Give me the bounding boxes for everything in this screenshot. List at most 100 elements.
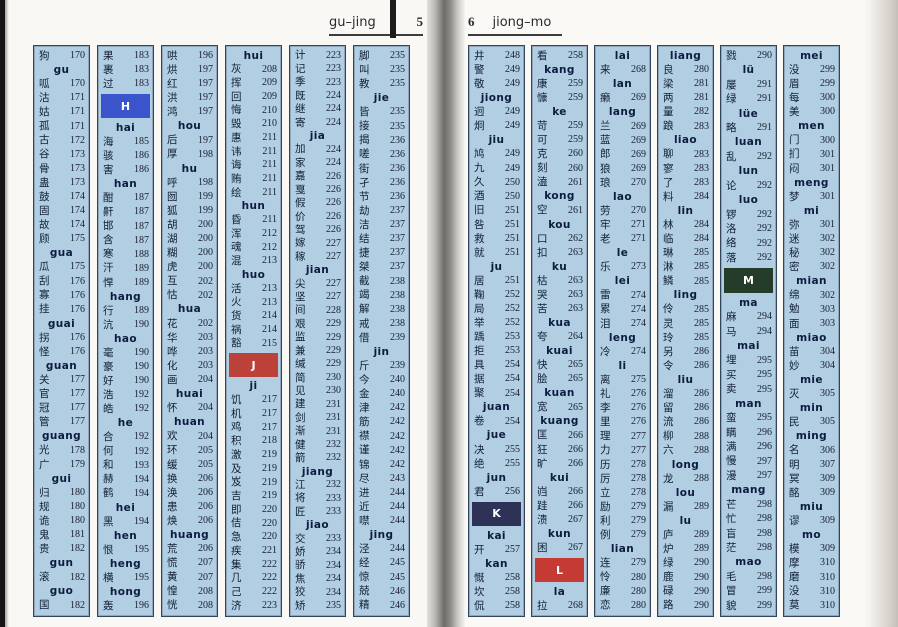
index-entry: 锣 292: [723, 208, 774, 222]
entry-page-number: 180: [70, 501, 85, 513]
entry-character: 管: [39, 416, 50, 429]
entry-character: 互: [167, 275, 178, 288]
entry-page-number: 290: [694, 571, 709, 583]
entry-page-number: 290: [694, 585, 709, 597]
entry-character: 稼: [295, 250, 306, 263]
entry-page-number: 259: [568, 92, 583, 104]
index-entry: 绿 290: [660, 556, 711, 570]
entry-page-number: 268: [631, 64, 646, 76]
pinyin-subheading: jiang: [301, 465, 334, 478]
entry-page-number: 176: [70, 331, 85, 343]
index-entry: 力 277: [597, 444, 648, 458]
pinyin-subheading: mao: [735, 556, 762, 569]
entry-character: 美: [789, 106, 800, 119]
index-entry: 叫 235: [356, 63, 407, 77]
entry-character: 侃: [474, 599, 485, 612]
index-entry: 欢 204: [164, 430, 215, 444]
entry-character: 将: [295, 492, 306, 505]
entry-page-number: 267: [568, 542, 583, 554]
entry-page-number: 298: [757, 542, 772, 554]
pinyin-subheading: mian: [796, 275, 827, 288]
entry-character: 踉: [663, 120, 674, 133]
entry-character: 慨: [474, 571, 485, 584]
entry-page-number: 198: [198, 176, 213, 188]
index-entry: 互 202: [164, 275, 215, 289]
entry-character: 廉: [600, 585, 611, 598]
entry-page-number: 269: [631, 120, 646, 132]
index-entry: 廉 280: [597, 585, 648, 599]
entry-character: 蓝: [600, 134, 611, 147]
index-entry: 梦 301: [786, 190, 837, 204]
index-entry: 秘 302: [786, 246, 837, 260]
entry-page-number: 276: [631, 388, 646, 400]
entry-character: 摩: [789, 557, 800, 570]
index-entry: 及 219: [228, 462, 279, 476]
entry-character: 鼾: [103, 206, 114, 219]
entry-page-number: 206: [198, 543, 213, 555]
index-entry: 加 224: [292, 143, 343, 156]
entry-page-number: 304: [820, 360, 835, 372]
index-entry: 良 280: [660, 63, 711, 77]
entry-page-number: 289: [694, 543, 709, 555]
entry-character: 泾: [359, 543, 370, 556]
entry-page-number: 290: [694, 557, 709, 569]
entry-character: 口: [537, 232, 548, 245]
entry-page-number: 209: [262, 77, 277, 89]
scan-right-edge-shadow: [864, 0, 898, 627]
entry-page-number: 182: [70, 599, 85, 611]
entry-character: 留: [663, 402, 674, 415]
entry-page-number: 237: [390, 261, 405, 273]
entry-character: 梁: [663, 77, 674, 90]
index-entry: 兰 269: [597, 119, 648, 133]
entry-page-number: 263: [568, 289, 583, 301]
entry-character: 讳: [231, 145, 242, 158]
pinyin-subheading: kuang: [540, 415, 579, 428]
entry-page-number: 254: [505, 415, 520, 427]
entry-page-number: 224: [326, 116, 341, 128]
entry-page-number: 218: [262, 435, 277, 447]
entry-character: 绿: [663, 557, 674, 570]
index-entry: 里 276: [597, 415, 648, 429]
index-entry: 美 300: [786, 105, 837, 119]
entry-character: 洛: [726, 223, 737, 236]
entry-character: 孤: [39, 120, 50, 133]
entry-page-number: 190: [134, 347, 149, 359]
index-entry: 机 217: [228, 407, 279, 421]
entry-character: 惠: [231, 131, 242, 144]
entry-page-number: 173: [70, 176, 85, 188]
index-entry: 顾 175: [36, 232, 87, 246]
entry-page-number: 214: [262, 323, 277, 335]
pinyin-subheading: hou: [177, 120, 202, 133]
index-entry: 济 223: [228, 599, 279, 613]
entry-character: 恋: [600, 599, 611, 612]
entry-page-number: 233: [326, 492, 341, 504]
entry-page-number: 223: [262, 599, 277, 611]
index-entry: 广 179: [36, 458, 87, 472]
index-entry: 进 244: [356, 486, 407, 500]
entry-character: 郎: [600, 148, 611, 161]
entry-character: 淋: [663, 261, 674, 274]
index-entry: 茫 298: [723, 541, 774, 555]
entry-page-number: 195: [134, 572, 149, 584]
index-entry: 励 279: [597, 500, 648, 514]
entry-character: 麻: [726, 311, 737, 324]
right-page-pinyin-range: jiong–mo: [492, 15, 552, 30]
book-spine-gutter: [427, 0, 465, 627]
entry-character: 狡: [295, 586, 306, 599]
index-entry: 雷 274: [597, 289, 648, 303]
index-entry: 混 213: [228, 255, 279, 269]
entry-page-number: 249: [505, 106, 520, 118]
entry-page-number: 206: [198, 501, 213, 513]
entry-character: 马: [726, 325, 737, 338]
entry-character: 寄: [295, 116, 306, 129]
index-entry: 蓝 269: [597, 134, 648, 148]
entry-page-number: 189: [134, 262, 149, 274]
index-entry: 斤 239: [356, 359, 407, 373]
entry-character: 里: [600, 416, 611, 429]
entry-page-number: 237: [390, 219, 405, 231]
entry-page-number: 292: [757, 237, 772, 249]
index-entry: 摩 310: [786, 556, 837, 570]
entry-page-number: 186: [134, 150, 149, 162]
entry-page-number: 219: [262, 490, 277, 502]
